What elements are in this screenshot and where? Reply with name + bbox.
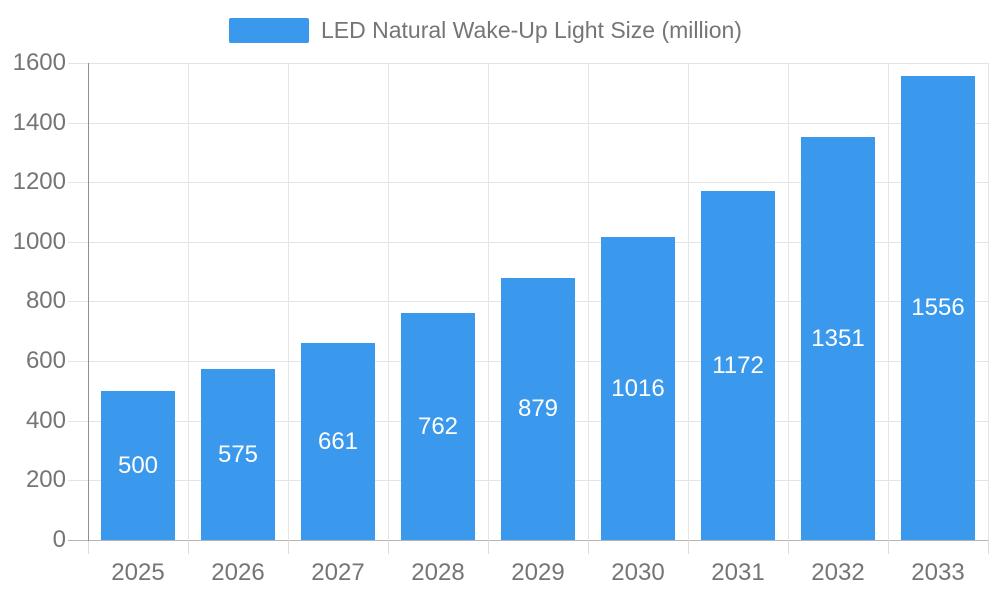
grid-line-vertical [888,63,889,540]
y-axis-tick-label: 200 [25,466,66,493]
grid-line-vertical [288,63,289,540]
x-axis-tick [388,540,389,554]
grid-line-vertical [788,63,789,540]
grid-line-vertical [488,63,489,540]
bar-value-label: 879 [517,395,559,422]
x-axis-tick [688,540,689,554]
y-axis-tick-label: 1000 [12,228,66,255]
bar[interactable]: 1351 [801,137,875,540]
bar[interactable]: 1016 [601,237,675,540]
bar-value-label: 1351 [811,324,865,352]
x-axis-tick-label: 2031 [711,559,765,586]
x-axis-tick-label: 2029 [511,559,565,586]
y-axis-tick-label: 400 [25,407,66,434]
x-axis-tick [288,540,289,554]
x-axis-tick-label: 2025 [111,559,165,586]
bar-value-label: 1556 [911,294,965,321]
legend-item[interactable]: LED Natural Wake-Up Light Size (million) [229,17,742,44]
grid-line-vertical [688,63,689,540]
x-axis-tick-label: 2027 [311,559,365,586]
x-axis-tick-label: 2033 [911,559,965,586]
x-axis-tick-label: 2028 [411,559,465,586]
x-axis-baseline [68,540,988,541]
x-axis-tick [588,540,589,554]
x-axis-tick [88,540,89,554]
bar-value-label: 1172 [712,351,764,379]
x-axis-tick [888,540,889,554]
bar-value-label: 661 [317,427,359,455]
grid-line-horizontal [68,242,988,243]
x-axis-tick [188,540,189,554]
bar[interactable]: 575 [201,369,275,540]
bar[interactable]: 1172 [701,191,775,540]
bar-value-label: 500 [117,451,159,479]
grid-line-vertical [588,63,589,540]
bar[interactable]: 879 [501,278,575,540]
y-axis-tick-label: 0 [52,526,66,553]
y-axis-tick-label: 800 [25,287,66,314]
grid-line-horizontal [68,182,988,183]
bar-value-label: 762 [417,412,459,440]
bar-value-label: 575 [217,440,259,468]
x-axis-tick [788,540,789,554]
x-axis-tick-label: 2030 [611,559,665,586]
grid-line-vertical [388,63,389,540]
x-axis-tick-label: 2032 [811,559,865,586]
bar[interactable]: 500 [101,391,175,540]
x-axis-tick-label: 2026 [211,559,265,586]
grid-line-horizontal [68,123,988,124]
grid-line-horizontal [68,63,988,64]
x-axis-tick [488,540,489,554]
y-axis-line [88,63,89,541]
bar-value-label: 1016 [611,374,665,402]
bar[interactable]: 661 [301,343,375,540]
legend-label: LED Natural Wake-Up Light Size (million) [321,17,742,43]
y-axis-tick-label: 1600 [12,49,66,76]
y-axis-tick-label: 1200 [12,168,66,195]
grid-line-vertical [188,63,189,540]
y-axis-tick-label: 600 [25,347,66,374]
legend-swatch [229,18,309,43]
bar[interactable]: 1556 [901,76,975,540]
x-axis-tick [988,540,989,554]
grid-line-vertical [988,63,989,540]
bar[interactable]: 762 [401,313,475,540]
y-axis-tick-label: 1400 [12,109,66,136]
